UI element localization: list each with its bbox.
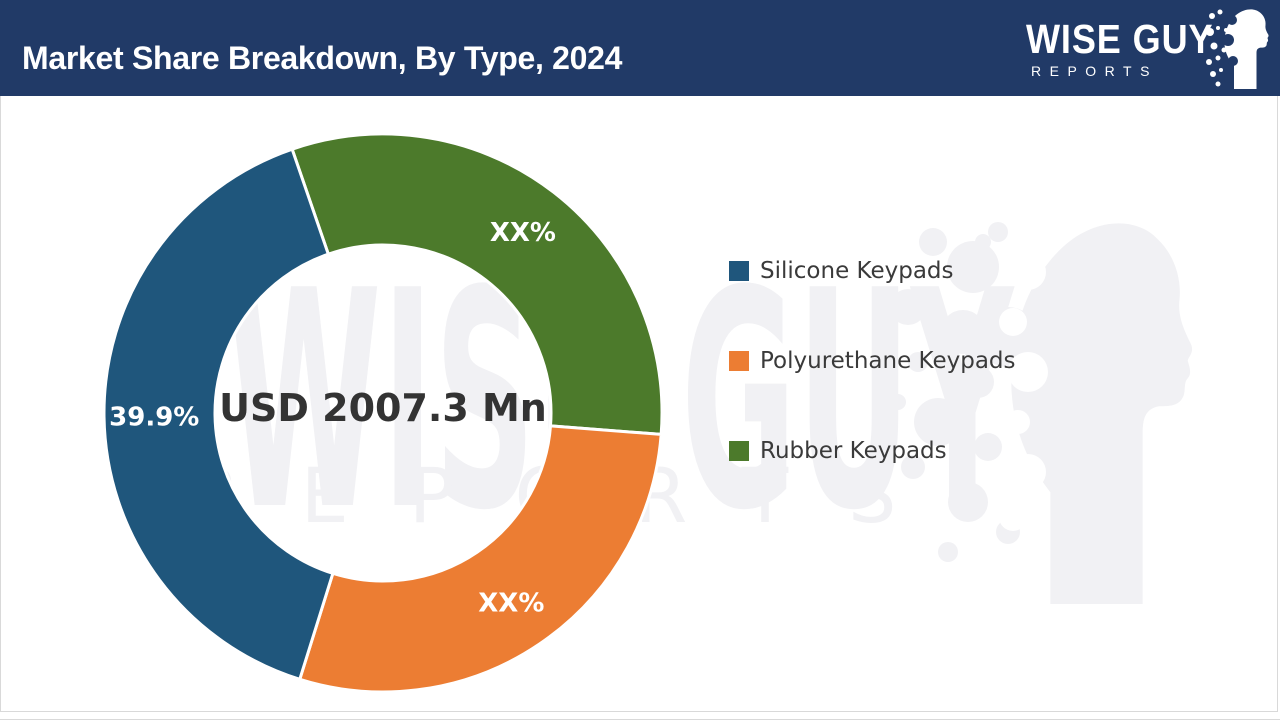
legend-item-polyurethane-keypads: Polyurethane Keypads <box>729 348 1016 374</box>
legend-item-silicone-keypads: Silicone Keypads <box>729 258 1016 284</box>
logo-brand-text: WISE GUY <box>1026 16 1214 62</box>
legend-item-rubber-keypads: Rubber Keypads <box>729 438 1016 464</box>
donut-slice <box>298 424 663 694</box>
slice-percent-label: 39.9% <box>109 402 199 432</box>
header-bar: Market Share Breakdown, By Type, 2024 WI… <box>0 0 1280 96</box>
legend-label: Polyurethane Keypads <box>760 348 1016 374</box>
legend: Silicone Keypads Polyurethane Keypads Ru… <box>729 258 1016 464</box>
legend-swatch <box>729 441 749 461</box>
legend-label: Silicone Keypads <box>760 258 954 284</box>
watermark-face-icon <box>890 222 1193 604</box>
legend-swatch <box>729 261 749 281</box>
donut-slice <box>102 147 335 681</box>
page-title: Market Share Breakdown, By Type, 2024 <box>22 40 623 76</box>
logo-face-icon <box>1206 9 1269 89</box>
brand-logo: WISE GUY REPORTS <box>1026 4 1272 92</box>
slice-percent-label: XX% <box>490 218 556 248</box>
donut-center-label: USD 2007.3 Mn <box>219 386 547 430</box>
legend-label: Rubber Keypads <box>760 438 947 464</box>
slice-percent-label: XX% <box>478 588 544 618</box>
donut-slice <box>290 132 664 436</box>
donut-chart: XX% XX% 39.9% <box>102 132 664 694</box>
legend-swatch <box>729 351 749 371</box>
logo-reports-text: REPORTS <box>1031 63 1158 79</box>
